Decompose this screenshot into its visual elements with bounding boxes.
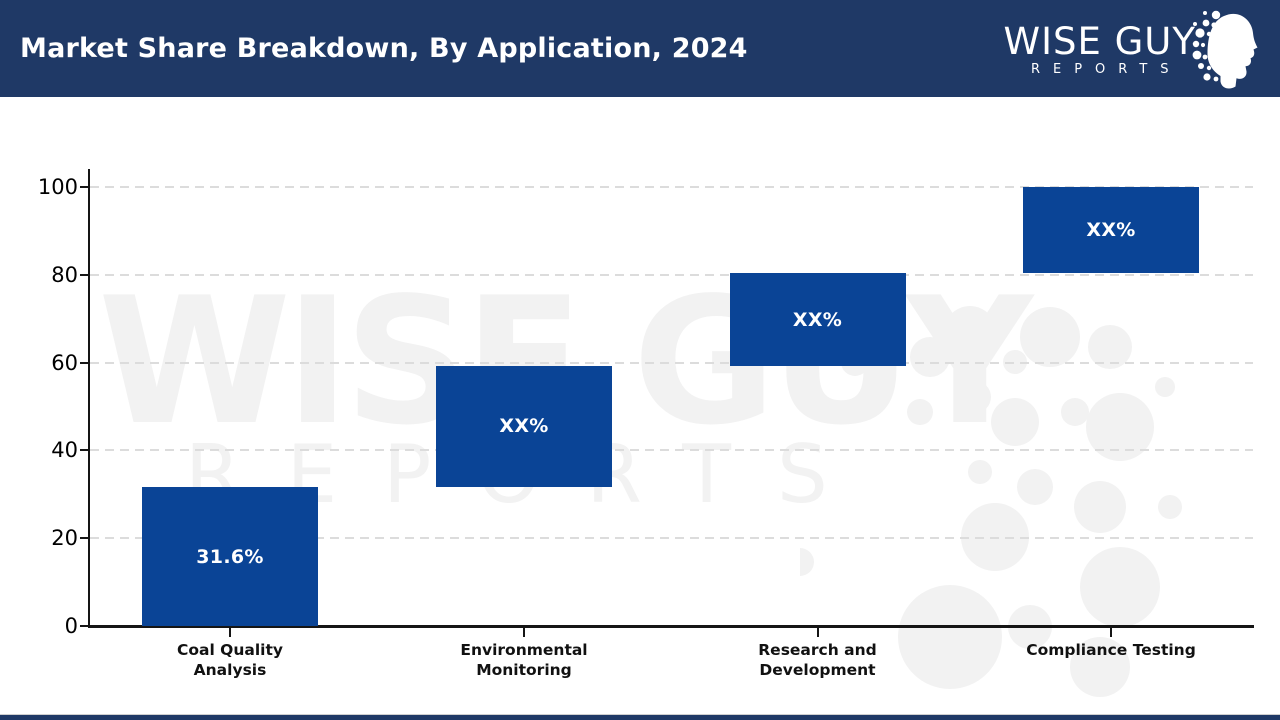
bar-1: 31.6% xyxy=(142,487,318,626)
y-tick-label: 20 xyxy=(51,526,78,551)
x-axis-label: Research and Development xyxy=(758,641,877,679)
y-tick-mark xyxy=(80,449,90,452)
y-tick-label: 60 xyxy=(51,350,78,375)
plot-area: 0 20 40 60 80 100 31.6% Coal Quality Analysis XX%… xyxy=(0,97,1280,715)
y-tick-label: 100 xyxy=(37,175,78,199)
y-tick-mark xyxy=(80,186,90,188)
bar-value-label: XX% xyxy=(499,415,549,438)
header-bar: Market Share Breakdown, By Application, … xyxy=(0,0,1280,97)
bar-value-label: 31.6% xyxy=(196,545,264,568)
gridline-40 xyxy=(90,449,1253,452)
wiseguy-head-logo-icon xyxy=(1192,10,1258,89)
x-axis-label: Compliance Testing xyxy=(1026,641,1196,659)
logo-subtitle: REPORTS xyxy=(1030,61,1182,77)
page-title: Market Share Breakdown, By Application, … xyxy=(20,33,748,64)
footer-bar xyxy=(0,714,1280,720)
x-axis-line xyxy=(88,625,1254,628)
bar-2: XX% xyxy=(436,365,612,488)
bar-value-label: XX% xyxy=(1086,219,1136,242)
x-tick-mark xyxy=(1110,628,1112,637)
logo-text: WISE GUY REPORTS xyxy=(1004,23,1196,76)
wiseguy-logo: WISE GUY REPORTS xyxy=(1004,6,1270,92)
bar-value-label: XX% xyxy=(792,308,843,331)
x-axis-label: Environmental Monitoring xyxy=(460,641,588,679)
y-tick-mark xyxy=(80,537,90,540)
gridline-100 xyxy=(90,186,1253,188)
y-tick-mark xyxy=(80,625,90,627)
bar-4: XX% xyxy=(1023,187,1199,274)
y-tick-label: 80 xyxy=(51,262,78,287)
y-tick-mark xyxy=(80,361,90,364)
gridline-20 xyxy=(90,537,1253,540)
logo-name: WISE GUY xyxy=(1003,19,1196,63)
gridline-60 xyxy=(90,361,1253,364)
y-axis-line xyxy=(88,169,90,628)
y-tick-label: 40 xyxy=(51,438,78,463)
x-axis-label: Coal Quality Analysis xyxy=(176,641,283,679)
x-tick-mark xyxy=(229,628,231,637)
y-tick-label: 0 xyxy=(64,614,78,638)
gridline-80 xyxy=(90,273,1253,276)
x-tick-mark xyxy=(523,628,525,637)
x-tick-mark xyxy=(816,628,819,637)
y-tick-mark xyxy=(80,273,90,276)
bar-3: XX% xyxy=(729,273,906,366)
